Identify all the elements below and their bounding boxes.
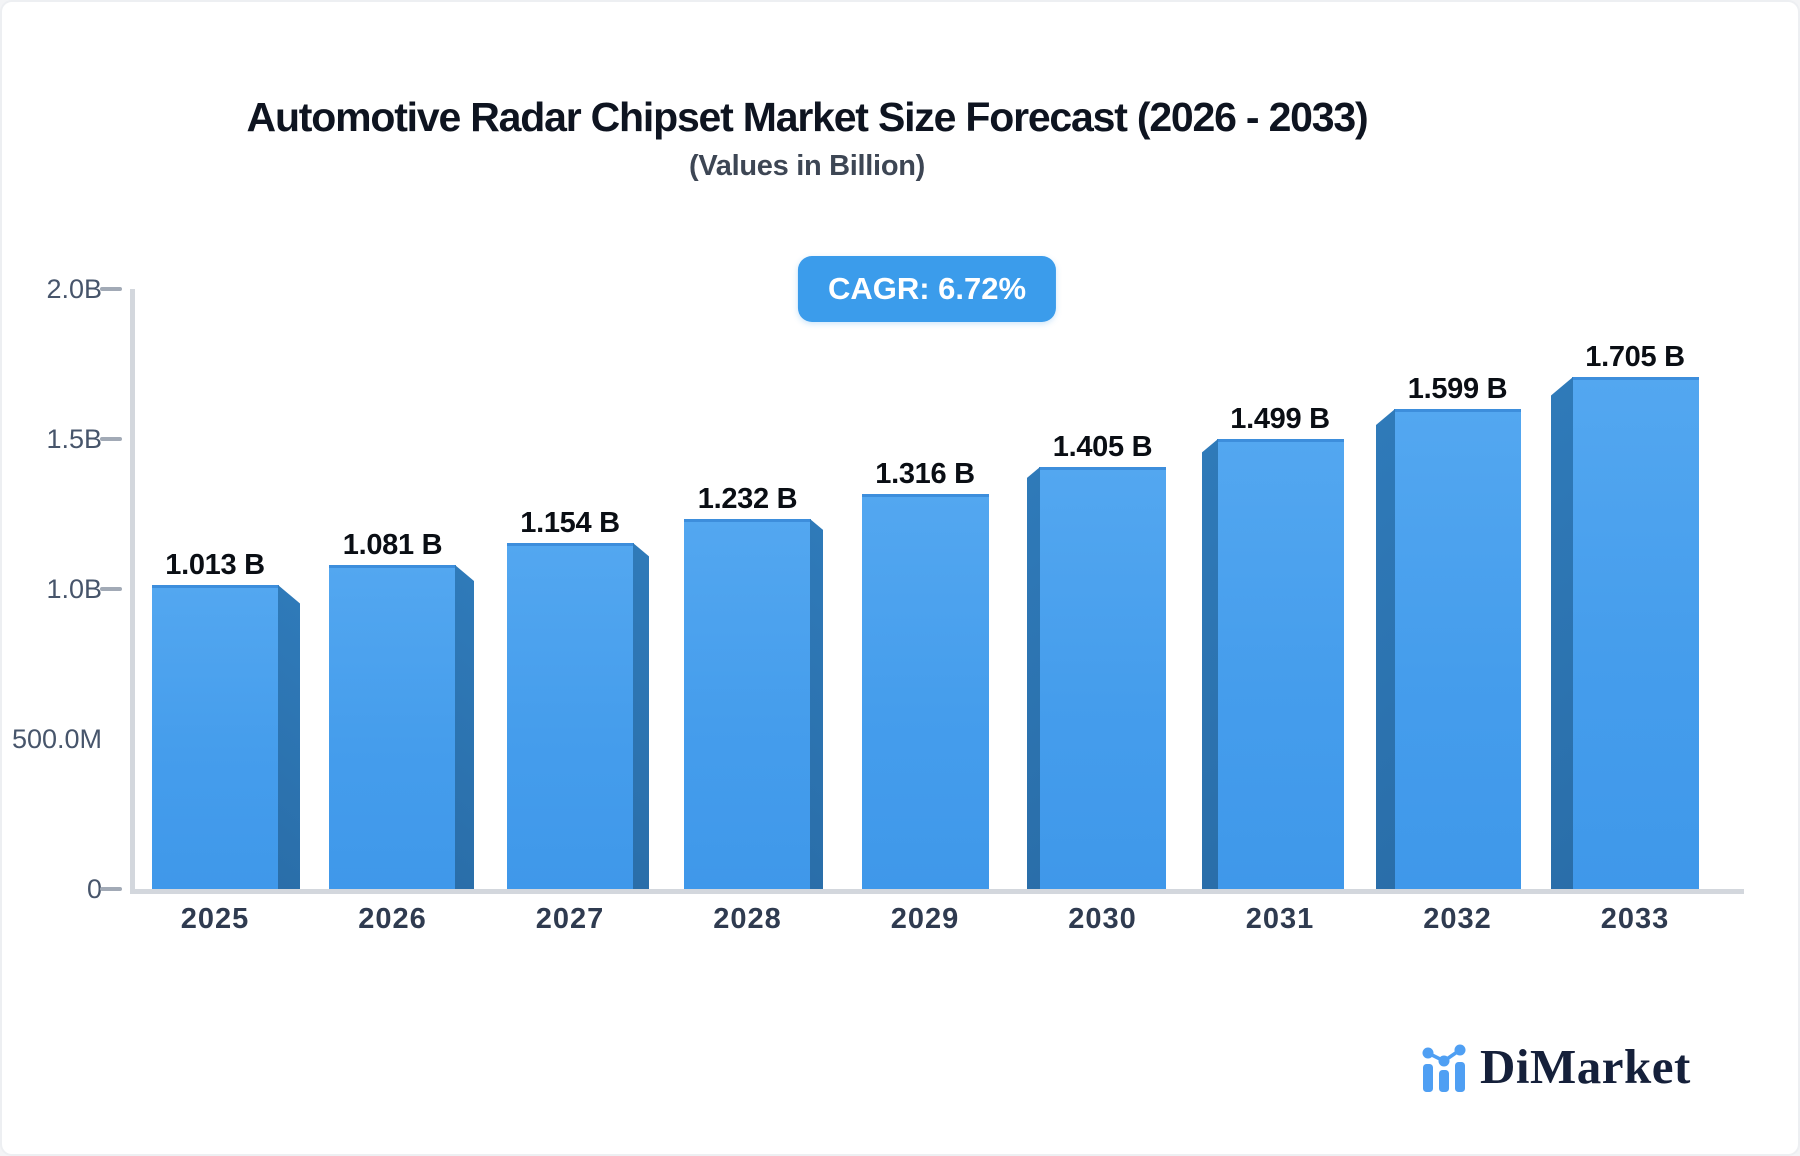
bar-2026 (329, 565, 474, 889)
bar-2033 (1550, 377, 1699, 889)
bar-value-label: 1.405 B (1052, 431, 1153, 463)
bar-side-face (632, 543, 649, 889)
bar-value-label: 1.705 B (1585, 341, 1685, 373)
bar-face (1571, 377, 1699, 889)
x-axis-line (130, 889, 1744, 894)
y-axis-tick-label: 2.0B (46, 274, 102, 304)
bar-value-label: 1.499 B (1230, 403, 1330, 435)
x-axis-category-label: 2031 (1245, 903, 1315, 935)
bar-side-face (810, 519, 823, 889)
bar-value-label: 1.599 B (1407, 373, 1508, 405)
bar-side-face (1376, 409, 1395, 889)
cagr-badge: CAGR: 6.72% (797, 256, 1057, 322)
bar-face (329, 565, 456, 889)
page-title: Automotive Radar Chipset Market Size For… (246, 94, 1369, 140)
y-axis-tick-mark (100, 287, 122, 291)
y-axis-tick-label: 1.0B (46, 574, 102, 604)
brand-name: DiMarket (1480, 1039, 1691, 1094)
bar-value-label: 1.316 B (875, 458, 975, 490)
bar-2030 (1027, 467, 1166, 889)
bar-face (1039, 467, 1166, 889)
bar-2028 (684, 519, 823, 889)
x-axis-category-label: 2025 (180, 903, 250, 935)
y-axis-line (130, 289, 135, 894)
y-axis-tick-label: 500.0M (11, 724, 102, 754)
bar-2031 (1201, 439, 1344, 889)
x-axis-category-label: 2029 (890, 903, 960, 935)
bar-side-face (455, 565, 474, 889)
x-axis-category-label: 2032 (1423, 903, 1492, 935)
bar-side-face (1201, 439, 1218, 889)
bar-chart-logo-icon (1422, 1044, 1466, 1092)
x-axis-category-label: 2028 (713, 903, 782, 935)
x-axis-category-label: 2027 (535, 903, 605, 935)
x-axis-category-label: 2026 (358, 903, 427, 935)
y-axis-tick-mark (100, 887, 122, 891)
x-axis-category-label: 2030 (1068, 903, 1137, 935)
bar-face (861, 494, 989, 889)
bar-face (1394, 409, 1521, 889)
bar-2029 (861, 494, 989, 889)
bar-side-face (1027, 467, 1040, 889)
y-axis-tick-mark (100, 437, 122, 441)
bar-value-label: 1.081 B (342, 529, 443, 561)
bar-value-label: 1.232 B (697, 483, 798, 515)
y-axis-tick-mark (100, 587, 122, 591)
y-axis-tick-label: 0 (86, 874, 102, 904)
bar-face (151, 585, 279, 889)
bar-face (684, 519, 811, 889)
bar-2032 (1376, 409, 1521, 889)
bar-side-face (277, 585, 300, 889)
bar-value-label: 1.013 B (165, 549, 265, 581)
bar-value-label: 1.154 B (520, 507, 620, 539)
page-subtitle: (Values in Billion) (689, 150, 925, 182)
x-axis-category-label: 2033 (1600, 903, 1670, 935)
bar-face (506, 543, 634, 889)
bar-face (1216, 439, 1344, 889)
bar-2027 (506, 543, 649, 889)
bar-2025 (151, 585, 300, 889)
brand-logo: DiMarket (1421, 1042, 1691, 1092)
y-axis-tick-label: 1.5B (46, 424, 102, 454)
bar-side-face (1550, 377, 1573, 889)
